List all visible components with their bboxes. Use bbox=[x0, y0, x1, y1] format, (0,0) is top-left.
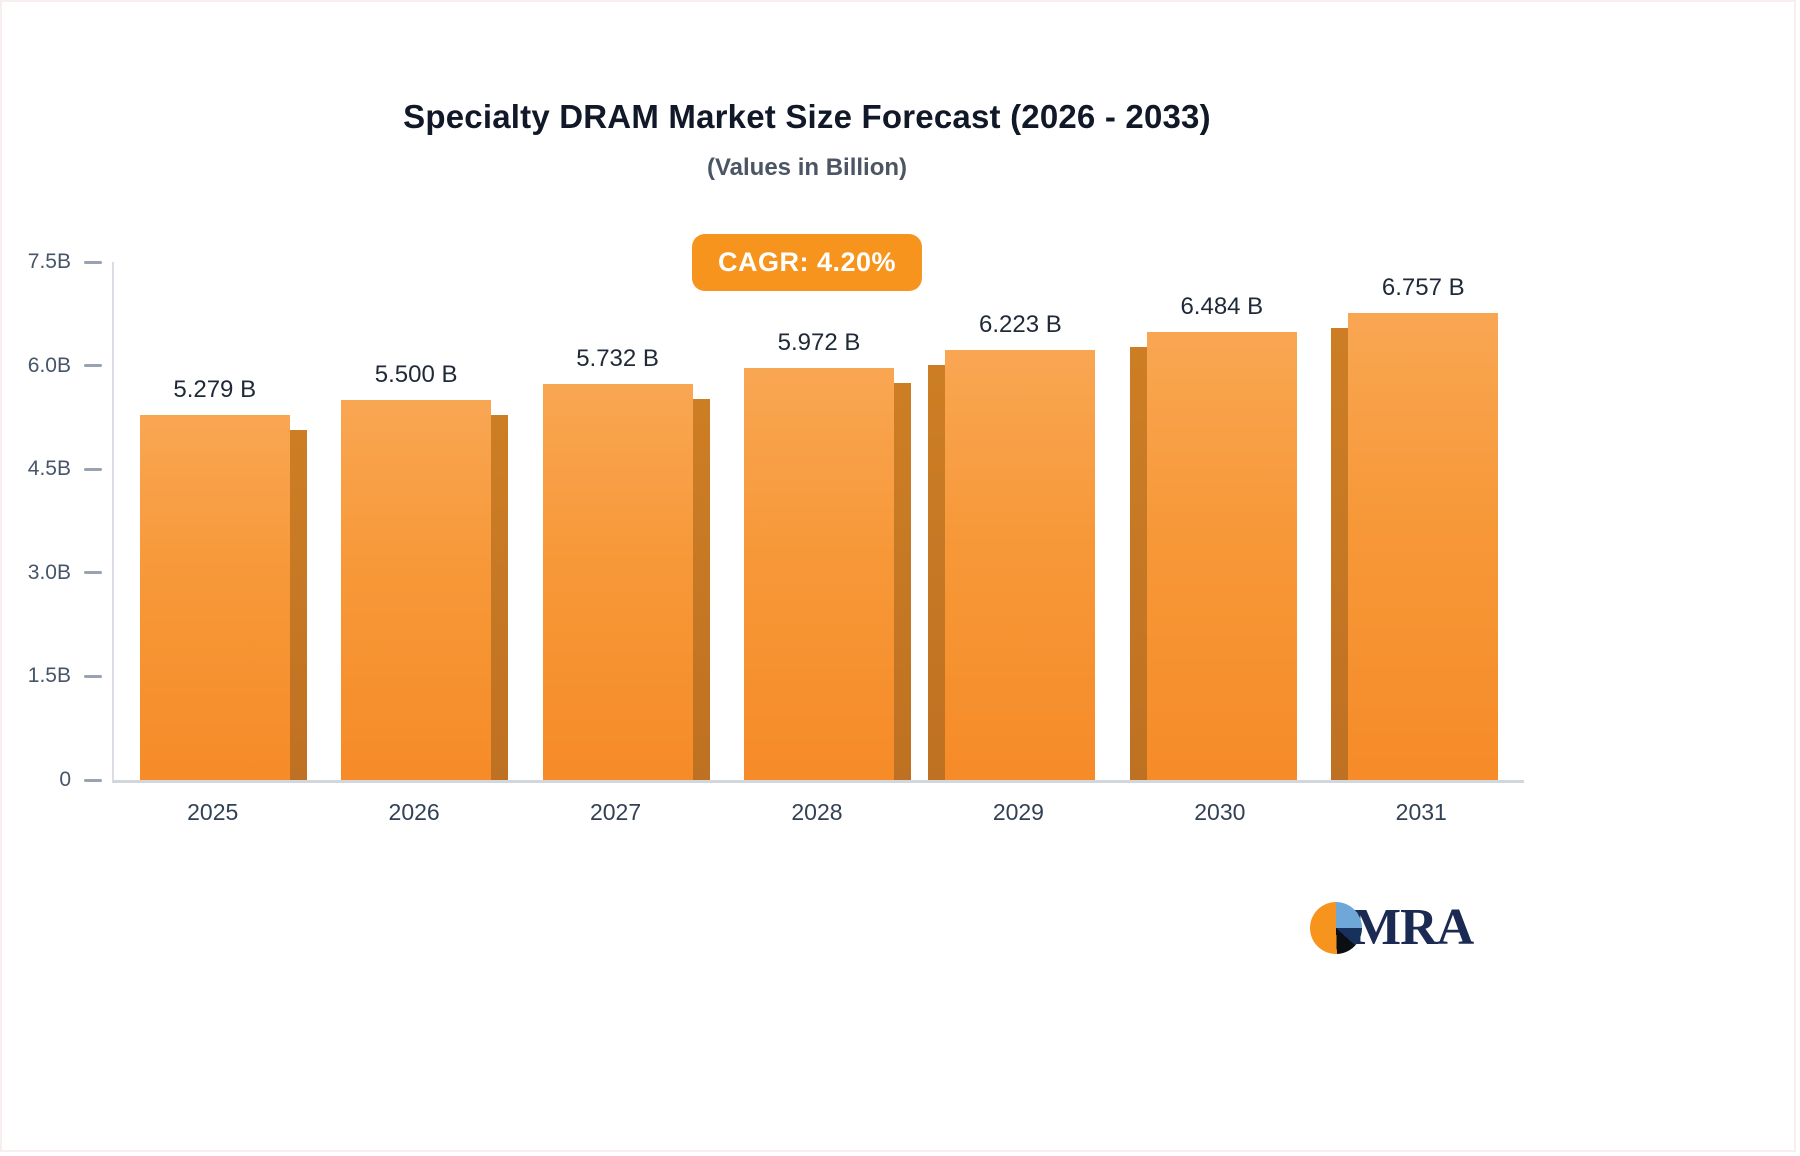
y-axis-tick: 6.0B bbox=[28, 354, 102, 378]
bar-column: 5.732 B bbox=[517, 262, 718, 780]
chart-wrap: CAGR: 4.20% 0 1.5B 3.0B 4.5B 6.0B 7.5B 5.279 B… bbox=[28, 234, 1524, 826]
bar-3d-shade bbox=[289, 430, 307, 780]
pie-chart-logo-icon bbox=[1310, 901, 1362, 954]
bar-chart: 0 1.5B 3.0B 4.5B 6.0B 7.5B 5.279 B 5.500 B 5.732… bbox=[28, 250, 1524, 791]
x-axis-label: 2027 bbox=[589, 799, 642, 825]
x-axis-label: 2031 bbox=[1395, 799, 1447, 825]
bar-value-label: 5.732 B bbox=[576, 345, 659, 373]
cagr-badge: CAGR: 4.20% bbox=[691, 234, 923, 291]
chart-title: Specialty DRAM Market Size Forecast (202… bbox=[403, 98, 1211, 135]
bar-value-label: 5.972 B bbox=[777, 328, 861, 356]
bar-3d-shade bbox=[928, 365, 946, 780]
y-axis-tick-mark bbox=[84, 467, 102, 471]
x-axis-label: 2028 bbox=[791, 799, 843, 825]
bar[interactable] bbox=[139, 415, 307, 780]
y-axis-tick-mark bbox=[84, 364, 102, 368]
y-axis-tick-label: 0 bbox=[59, 768, 71, 791]
bar-column: 6.757 B bbox=[1323, 262, 1524, 780]
bar-3d-shade bbox=[1129, 347, 1147, 780]
bar-column: 5.279 B bbox=[114, 262, 315, 780]
bar[interactable] bbox=[1331, 313, 1499, 780]
brand-logo: MRA bbox=[1310, 898, 1474, 957]
brand-name: MRA bbox=[1352, 899, 1474, 956]
bar-3d-shade bbox=[893, 382, 911, 780]
y-axis-tick-label: 7.5B bbox=[27, 250, 71, 273]
y-axis-tick: 4.5B bbox=[28, 457, 102, 481]
bar[interactable] bbox=[928, 350, 1096, 780]
y-axis-tick-mark bbox=[84, 674, 102, 678]
bar-column: 5.500 B bbox=[315, 262, 516, 780]
bar-value-label: 6.484 B bbox=[1180, 293, 1264, 321]
bar-column: 5.972 B bbox=[718, 262, 919, 780]
bar[interactable] bbox=[542, 384, 710, 780]
x-axis-label: 2025 bbox=[187, 799, 239, 825]
y-axis-tick: 7.5B bbox=[28, 250, 102, 274]
chart-subtitle: (Values in Billion) bbox=[706, 154, 908, 181]
chart-content: Specialty DRAM Market Size Forecast (202… bbox=[28, 2, 1524, 826]
bar-3d-shade bbox=[1331, 328, 1349, 780]
bar-column: 6.484 B bbox=[1121, 262, 1322, 780]
bar-value-label: 5.500 B bbox=[374, 361, 458, 389]
bar-3d-shade bbox=[491, 415, 509, 780]
bar-value-label: 5.279 B bbox=[173, 376, 257, 404]
bar[interactable] bbox=[1129, 332, 1297, 780]
bar-3d-shade bbox=[692, 399, 710, 780]
y-axis-tick-mark bbox=[84, 778, 102, 782]
y-axis-tick: 1.5B bbox=[28, 664, 102, 688]
x-axis-label: 2026 bbox=[388, 799, 440, 825]
y-axis-tick-mark bbox=[84, 571, 102, 575]
y-axis-tick-label: 3.0B bbox=[27, 560, 71, 584]
bar-column: 6.223 B bbox=[920, 262, 1121, 780]
x-axis-label: 2030 bbox=[1194, 799, 1246, 825]
y-axis-tick-label: 6.0B bbox=[27, 353, 71, 377]
y-axis-tick-label: 1.5B bbox=[27, 664, 71, 688]
x-axis: 2025 2026 2027 2028 2029 2030 2031 bbox=[112, 799, 1522, 826]
y-axis-tick-mark bbox=[84, 260, 102, 264]
y-axis-tick-label: 4.5B bbox=[27, 457, 71, 481]
bar[interactable] bbox=[341, 400, 509, 780]
x-axis-label: 2029 bbox=[992, 799, 1044, 825]
y-axis-tick: 3.0B bbox=[28, 561, 102, 585]
y-axis-tick: 0 bbox=[59, 768, 102, 792]
bar-value-label: 6.757 B bbox=[1381, 274, 1465, 302]
bar-value-label: 6.223 B bbox=[979, 311, 1062, 339]
bar[interactable] bbox=[743, 367, 911, 780]
